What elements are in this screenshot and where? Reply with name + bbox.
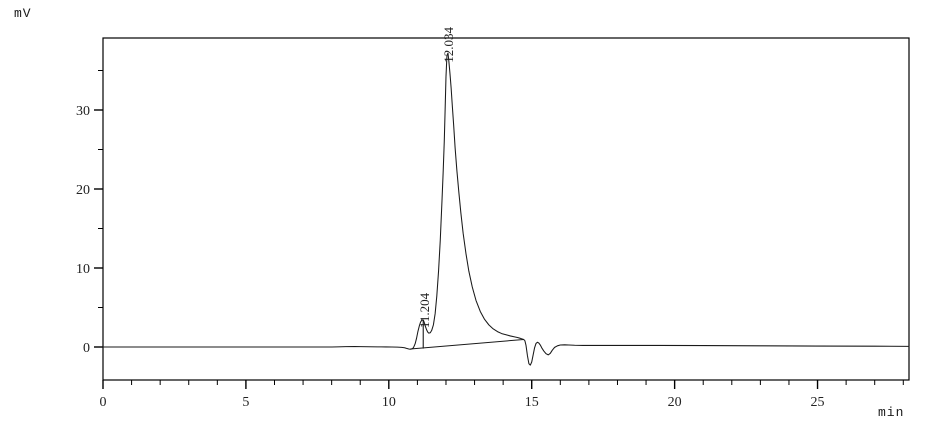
x-tick-label: 5 xyxy=(242,395,249,410)
y-tick-label: 10 xyxy=(76,262,90,277)
y-tick-label: 30 xyxy=(76,104,90,119)
signal-trace-path xyxy=(102,52,910,366)
y-tick-label: 0 xyxy=(83,341,90,356)
x-tick-label: 0 xyxy=(100,395,107,410)
y-tick-label: 20 xyxy=(76,183,90,198)
x-axis-ticks: 0 5 10 15 20 25 xyxy=(100,380,904,410)
x-tick-label: 25 xyxy=(811,395,825,410)
x-tick-label: 15 xyxy=(525,395,539,410)
peak-label-2: 12.034 xyxy=(441,26,456,62)
y-axis-unit-label: mV xyxy=(14,6,32,21)
integration-baseline xyxy=(410,338,524,350)
peak-annotations: 11.204 12.034 xyxy=(417,26,456,328)
signal-trace xyxy=(102,52,910,366)
y-axis-ticks: 0 10 20 30 xyxy=(76,70,103,356)
integration-baselines xyxy=(410,338,524,350)
peak-label-1: 11.204 xyxy=(417,292,432,328)
x-tick-label: 20 xyxy=(668,395,682,410)
x-tick-label: 10 xyxy=(382,395,396,410)
plot-frame xyxy=(102,37,910,381)
x-axis-unit-label: min xyxy=(878,405,905,420)
